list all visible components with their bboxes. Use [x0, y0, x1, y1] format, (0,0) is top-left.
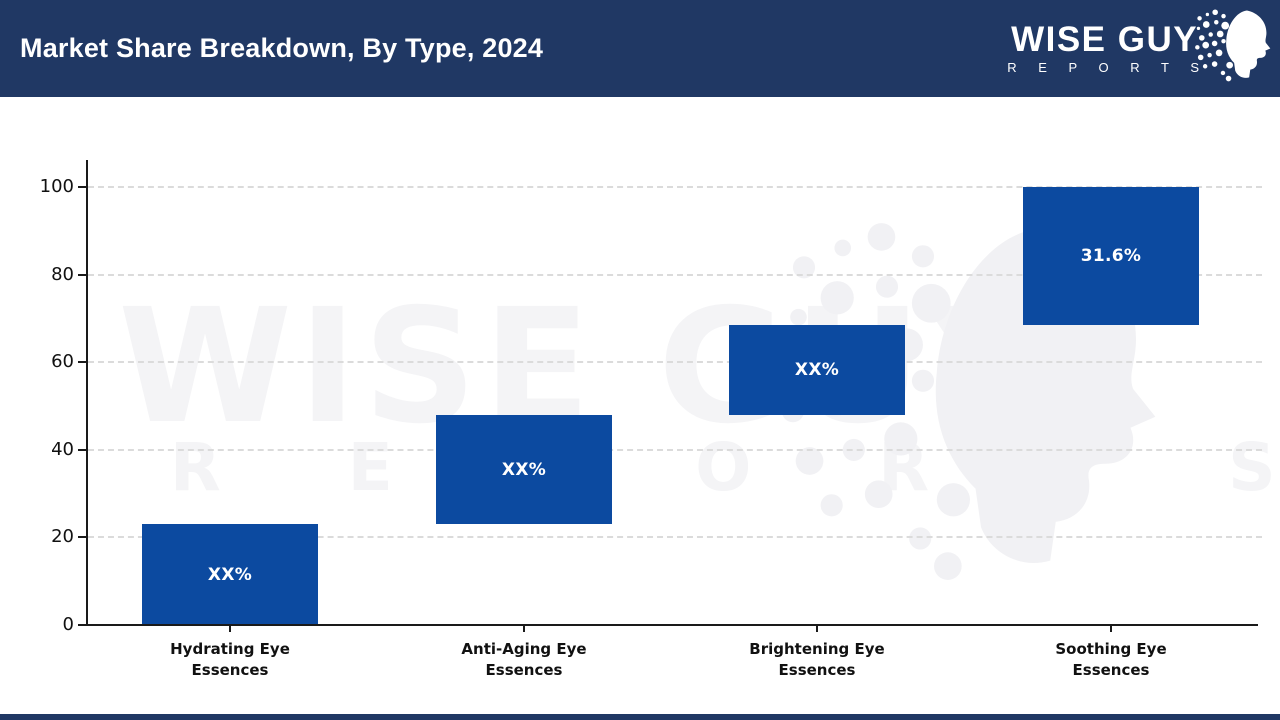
y-tick-0	[78, 624, 86, 626]
y-tick-label-20: 20	[51, 526, 74, 548]
y-tick-label-100: 100	[39, 176, 74, 197]
y-tick-80	[78, 273, 86, 276]
logo-wordmark-text: WISE GUY	[1011, 20, 1199, 59]
gridline-20	[88, 536, 1262, 539]
bar-value-label: 31.6%	[1080, 246, 1142, 267]
y-tick-20	[78, 536, 86, 539]
footer-bar	[0, 714, 1280, 720]
logo-wordmark: WISE GUY R E P O R T S	[1001, 22, 1208, 75]
category-label-2: Anti-Aging Eye Essences	[461, 640, 587, 679]
gridline-100	[88, 186, 1262, 188]
header-bar: Market Share Breakdown, By Type, 2024 WI…	[0, 0, 1280, 97]
x-tick-4	[1110, 626, 1112, 632]
y-tick-40	[78, 448, 86, 451]
category-label-1: Hydrating Eye Essences	[170, 640, 290, 679]
gridline-60	[88, 361, 1262, 364]
y-tick-label-0: 0	[62, 614, 74, 635]
x-tick-1	[229, 626, 231, 632]
bar-4: 31.6%	[1023, 187, 1199, 326]
bar-value-label: XX%	[794, 360, 840, 381]
y-tick-label-60: 60	[51, 351, 74, 373]
bar-3: XX%	[729, 325, 905, 415]
x-tick-2	[523, 626, 525, 632]
bar-1: XX%	[142, 524, 318, 625]
category-label-4: Soothing Eye Essences	[1055, 640, 1167, 679]
bar-value-label: XX%	[207, 564, 253, 585]
wise-guy-logo: WISE GUY R E P O R T S	[1001, 0, 1272, 97]
logo-head-icon	[1194, 6, 1272, 92]
logo-reports-text: R E P O R T S	[1007, 60, 1208, 75]
y-tick-label-80: 80	[51, 263, 74, 285]
x-axis-line	[86, 624, 1258, 626]
y-axis-line	[86, 160, 88, 625]
gridline-80	[88, 273, 1262, 276]
y-tick-60	[78, 361, 86, 364]
x-tick-3	[816, 626, 818, 632]
gridline-40	[88, 448, 1262, 451]
y-tick-label-40: 40	[51, 438, 74, 460]
page-title: Market Share Breakdown, By Type, 2024	[20, 33, 544, 63]
category-label-3: Brightening Eye Essences	[749, 640, 885, 679]
y-tick-100	[78, 186, 86, 188]
bar-2: XX%	[436, 414, 612, 525]
bar-value-label: XX%	[501, 459, 547, 480]
